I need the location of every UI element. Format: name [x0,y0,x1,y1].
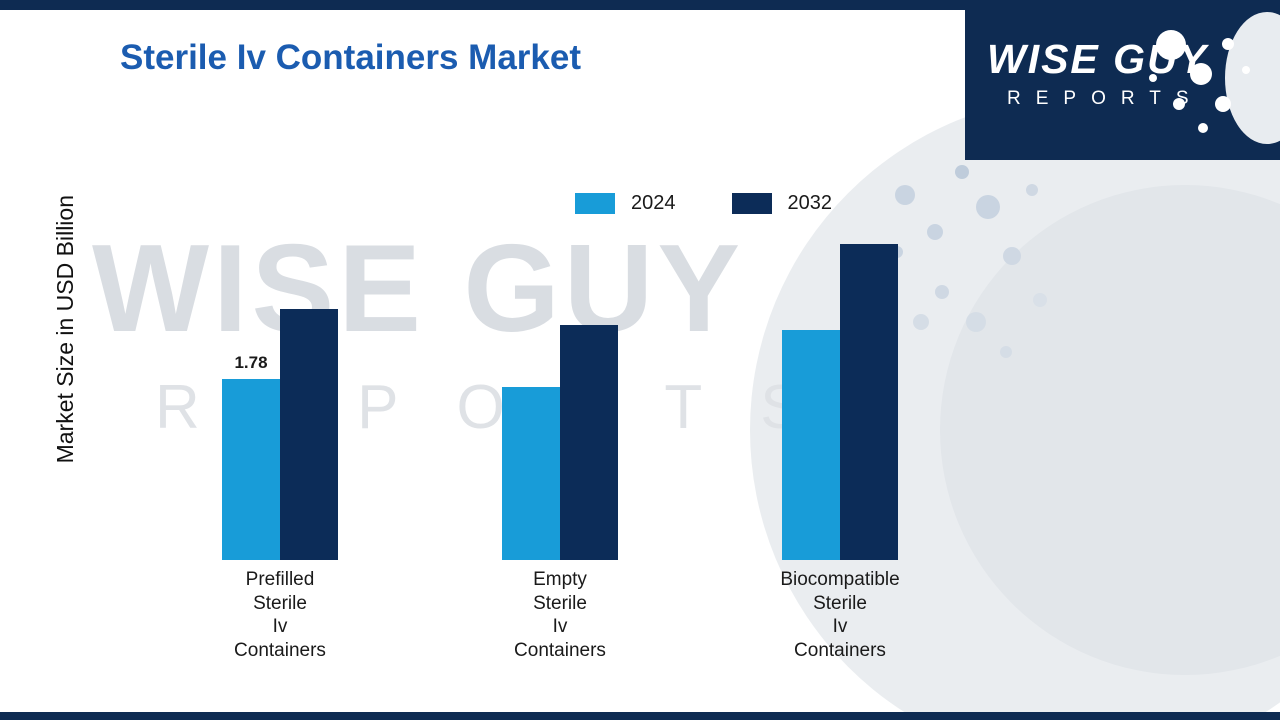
bar-2032 [280,309,338,560]
logo-wordmark: WISE GUY [987,36,1209,82]
top-accent-strip [0,0,1280,10]
bar-2024 [502,387,560,560]
bar-2024 [782,330,840,560]
bar-pair [502,325,618,560]
logo: WISE GUY REPORTS [965,0,1280,160]
bar-pair: 1.78 [222,309,338,560]
logo-reports-label: REPORTS [1007,88,1204,109]
bar-pair [782,244,898,560]
bar-2032 [840,244,898,560]
bar-2024: 1.78 [222,353,280,560]
logo-halftone-face-icon [1149,12,1280,144]
legend-swatch [575,193,615,214]
legend: 2024 2032 [575,192,832,215]
bar-group: 1.78 Prefilled Sterile Iv Containers [140,205,420,662]
bar-group: Biocompatible Sterile Iv Containers [700,205,980,662]
bar-value-label: 1.78 [234,353,268,372]
legend-item-2024: 2024 [575,192,676,215]
legend-item-2032: 2032 [731,192,833,215]
legend-label: 2032 [787,192,833,214]
category-label: Prefilled Sterile Iv Containers [234,569,326,661]
bar-2032 [560,325,618,560]
y-axis-label: Market Size in USD Billion [52,195,78,464]
watermark-wordmark: WISE GUY [92,220,745,358]
bottom-accent-strip [0,712,1280,720]
chart-title: Sterile Iv Containers Market [120,38,581,77]
category-label: Biocompatible Sterile Iv Containers [780,569,900,661]
legend-swatch [731,193,772,214]
legend-label: 2024 [631,192,676,214]
category-label: Empty Sterile Iv Containers [514,569,606,661]
chart-groups: 1.78 Prefilled Sterile Iv Containers Empty Ste… [140,205,980,662]
bar-group: Empty Sterile Iv Containers [420,205,700,662]
